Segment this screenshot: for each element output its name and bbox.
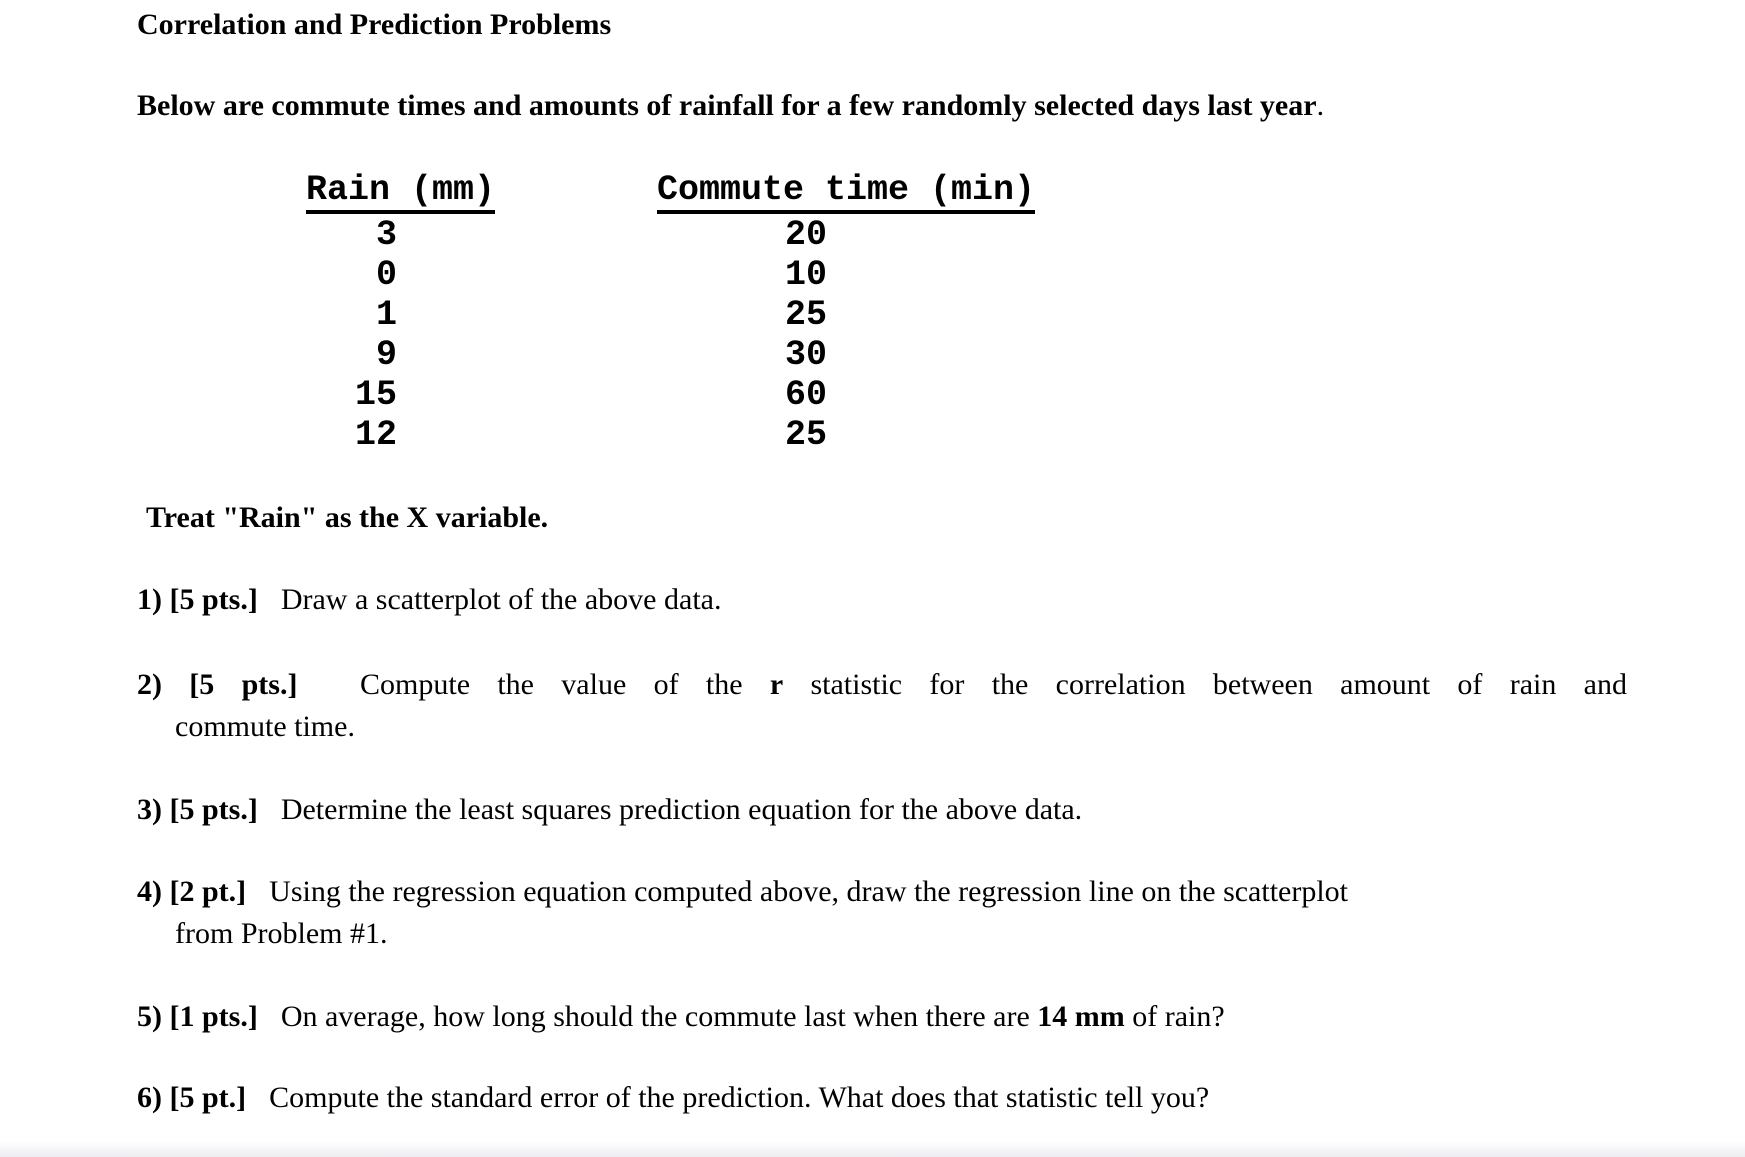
column-values-rain: 3 0 1 9 15 12 bbox=[306, 215, 397, 455]
column-header-commute: Commute time (min) bbox=[657, 170, 1036, 214]
column-header-text: Commute time (min) bbox=[657, 170, 1036, 214]
problem-label: 4) [2 pt.] bbox=[137, 875, 254, 908]
commute-value: 25 bbox=[784, 415, 827, 455]
problem-label: 1) [5 pts.] bbox=[137, 583, 266, 616]
rain-value: 15 bbox=[354, 375, 397, 415]
problem-1: 1) [5 pts.] Draw a scatterplot of the ab… bbox=[137, 579, 1627, 621]
problem-2: 2) [5 pts.] Compute the value of the r s… bbox=[137, 664, 1627, 748]
rain-value: 0 bbox=[375, 255, 397, 295]
problem-text: commute time. bbox=[175, 710, 355, 743]
problem-text: from Problem #1. bbox=[175, 917, 388, 950]
problem-text-bold: 14 mm bbox=[1037, 1000, 1125, 1033]
page-title: Correlation and Prediction Problems bbox=[137, 8, 612, 41]
intro-text-bold: Below are commute times and amounts of r… bbox=[137, 89, 1317, 122]
problem-3-line-1: 3) [5 pts.] Determine the least squares … bbox=[137, 789, 1627, 831]
commute-value: 30 bbox=[784, 335, 827, 375]
problem-text: of rain? bbox=[1124, 1000, 1225, 1033]
problem-4-line-2: from Problem #1. bbox=[175, 913, 1627, 955]
problem-5-line-1: 5) [1 pts.] On average, how long should … bbox=[137, 996, 1627, 1038]
problem-2-line-1: 2) [5 pts.] Compute the value of the r s… bbox=[137, 664, 1627, 706]
column-header-rain: Rain (mm) bbox=[306, 170, 496, 214]
problem-text: Using the regression equation computed a… bbox=[269, 875, 1349, 908]
problem-text: On average, how long should the commute … bbox=[280, 1000, 1038, 1033]
column-header-text: Rain (mm) bbox=[306, 170, 496, 214]
rain-value: 9 bbox=[375, 335, 397, 375]
intro-period: . bbox=[1316, 89, 1325, 122]
problem-4-line-1: 4) [2 pt.] Using the regression equation… bbox=[137, 871, 1627, 913]
intro-text: Below are commute times and amounts of r… bbox=[137, 88, 1324, 124]
commute-value: 20 bbox=[784, 215, 827, 255]
problem-2-line-2: commute time. bbox=[175, 706, 1627, 748]
column-values-commute: 20 10 25 30 60 25 bbox=[657, 215, 827, 455]
commute-value: 10 bbox=[784, 255, 827, 295]
problem-text: statistic for the correlation between am… bbox=[783, 668, 1627, 701]
problem-5: 5) [1 pts.] On average, how long should … bbox=[137, 996, 1627, 1038]
commute-value: 25 bbox=[784, 295, 827, 335]
problem-4: 4) [2 pt.] Using the regression equation… bbox=[137, 871, 1627, 955]
problem-6-line-1: 6) [5 pt.] Compute the standard error of… bbox=[137, 1077, 1627, 1119]
problem-6: 6) [5 pt.] Compute the standard error of… bbox=[137, 1077, 1627, 1119]
problem-1-line-1: 1) [5 pts.] Draw a scatterplot of the ab… bbox=[137, 579, 1627, 621]
problem-3: 3) [5 pts.] Determine the least squares … bbox=[137, 789, 1627, 831]
problem-text: Compute the value of the bbox=[360, 668, 770, 701]
rain-value: 12 bbox=[354, 415, 397, 455]
problem-text: Determine the least squares prediction e… bbox=[280, 793, 1083, 826]
rain-value: 1 bbox=[375, 295, 397, 335]
problem-label: 2) [5 pts.] bbox=[137, 668, 325, 701]
commute-value: 60 bbox=[784, 375, 827, 415]
page-bottom-shadow bbox=[0, 1141, 1745, 1157]
problem-label: 6) [5 pt.] bbox=[137, 1081, 254, 1114]
problem-text: Draw a scatterplot of the above data. bbox=[280, 583, 722, 616]
treat-note: Treat "Rain" as the X variable. bbox=[146, 501, 549, 534]
problem-text-bold: r bbox=[769, 668, 784, 701]
problem-label: 5) [1 pts.] bbox=[137, 1000, 266, 1033]
rain-value: 3 bbox=[375, 215, 397, 255]
problem-label: 3) [5 pts.] bbox=[137, 793, 266, 826]
problem-text: Compute the standard error of the predic… bbox=[269, 1081, 1210, 1114]
